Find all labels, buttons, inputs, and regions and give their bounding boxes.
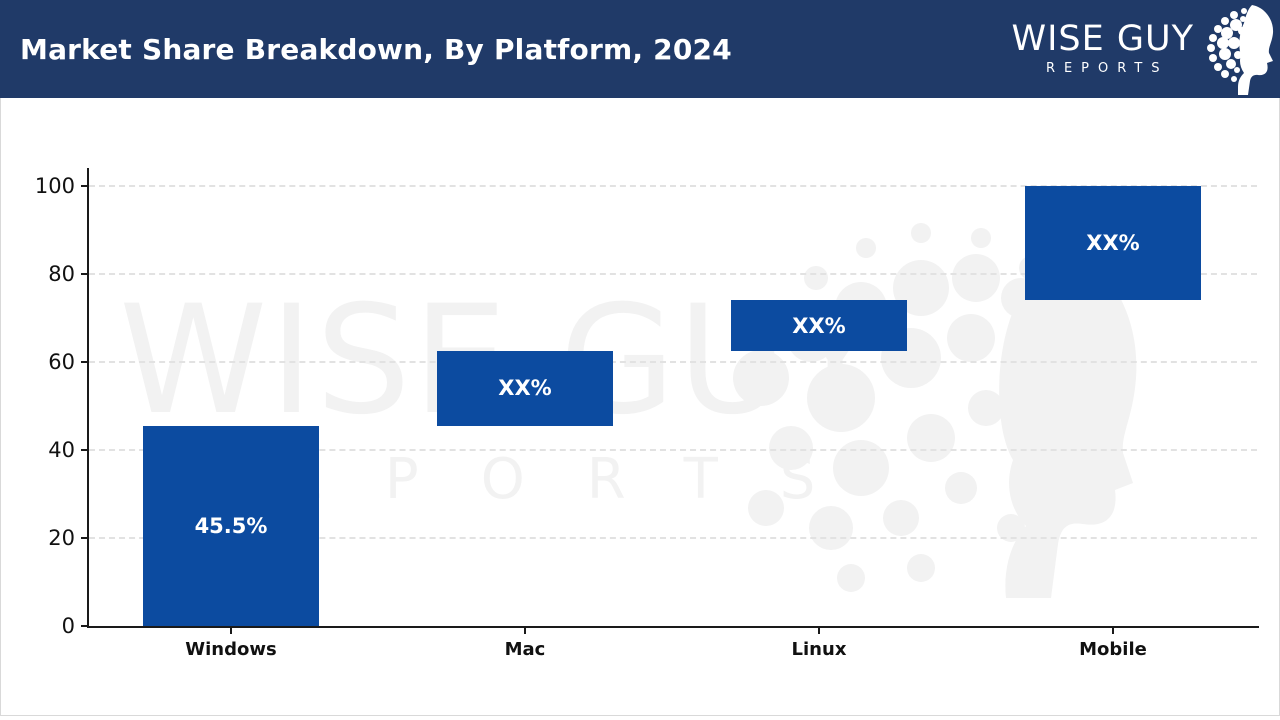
bar-value-label-linux: XX%	[792, 313, 846, 338]
gridline-80	[89, 273, 1257, 275]
gridline-40	[89, 449, 1257, 451]
bar-value-label-mac: XX%	[498, 376, 552, 401]
bar-value-label-mobile: XX%	[1086, 231, 1140, 256]
x-tick-label-mobile: Mobile	[1079, 639, 1147, 660]
y-tick-40	[81, 449, 87, 451]
chart-canvas: WISE GUY REPORTS 0 20 40 60 80 100 45.5% Window…	[0, 98, 1280, 716]
bar-windows: 45.5%	[143, 425, 319, 626]
x-tick-linux	[818, 628, 820, 634]
gridline-20	[89, 537, 1257, 539]
logo-wordmark: WISE GUY	[1011, 19, 1194, 59]
y-tick-60	[81, 361, 87, 363]
y-tick-label-40: 40	[48, 438, 75, 462]
y-tick-20	[81, 537, 87, 539]
page-title: Market Share Breakdown, By Platform, 202…	[20, 32, 732, 66]
bar-value-label-windows: 45.5%	[194, 513, 268, 538]
bar-mobile: XX%	[1025, 186, 1201, 301]
y-tick-label-0: 0	[61, 614, 75, 638]
x-tick-label-mac: Mac	[504, 639, 546, 660]
y-tick-label-100: 100	[34, 174, 75, 198]
x-axis-line	[87, 626, 1259, 628]
wiseguy-logo: WISE GUY REPORTS	[1011, 3, 1276, 95]
gridline-100	[89, 185, 1257, 187]
logo-subtext: REPORTS	[1045, 61, 1169, 76]
logo-text: WISE GUY REPORTS	[1011, 19, 1194, 77]
x-tick-mobile	[1112, 628, 1114, 634]
gridline-60	[89, 361, 1257, 363]
x-tick-windows	[230, 628, 232, 634]
y-axis-line	[87, 168, 89, 628]
y-tick-label-20: 20	[48, 526, 75, 550]
x-tick-label-linux: Linux	[791, 639, 847, 660]
bar-mac: XX%	[437, 351, 613, 426]
header-bar: Market Share Breakdown, By Platform, 202…	[0, 0, 1280, 98]
y-tick-label-60: 60	[48, 350, 75, 374]
waterfall-chart: 0 20 40 60 80 100 45.5% Windows XX% Mac XX% Linux XX…	[1, 98, 1279, 715]
x-tick-mac	[524, 628, 526, 634]
y-tick-label-80: 80	[48, 262, 75, 286]
x-tick-label-windows: Windows	[185, 639, 277, 660]
y-tick-80	[81, 273, 87, 275]
y-tick-0	[81, 625, 87, 627]
logo-face-icon	[1207, 5, 1274, 95]
y-tick-100	[81, 185, 87, 187]
bar-linux: XX%	[731, 300, 907, 351]
